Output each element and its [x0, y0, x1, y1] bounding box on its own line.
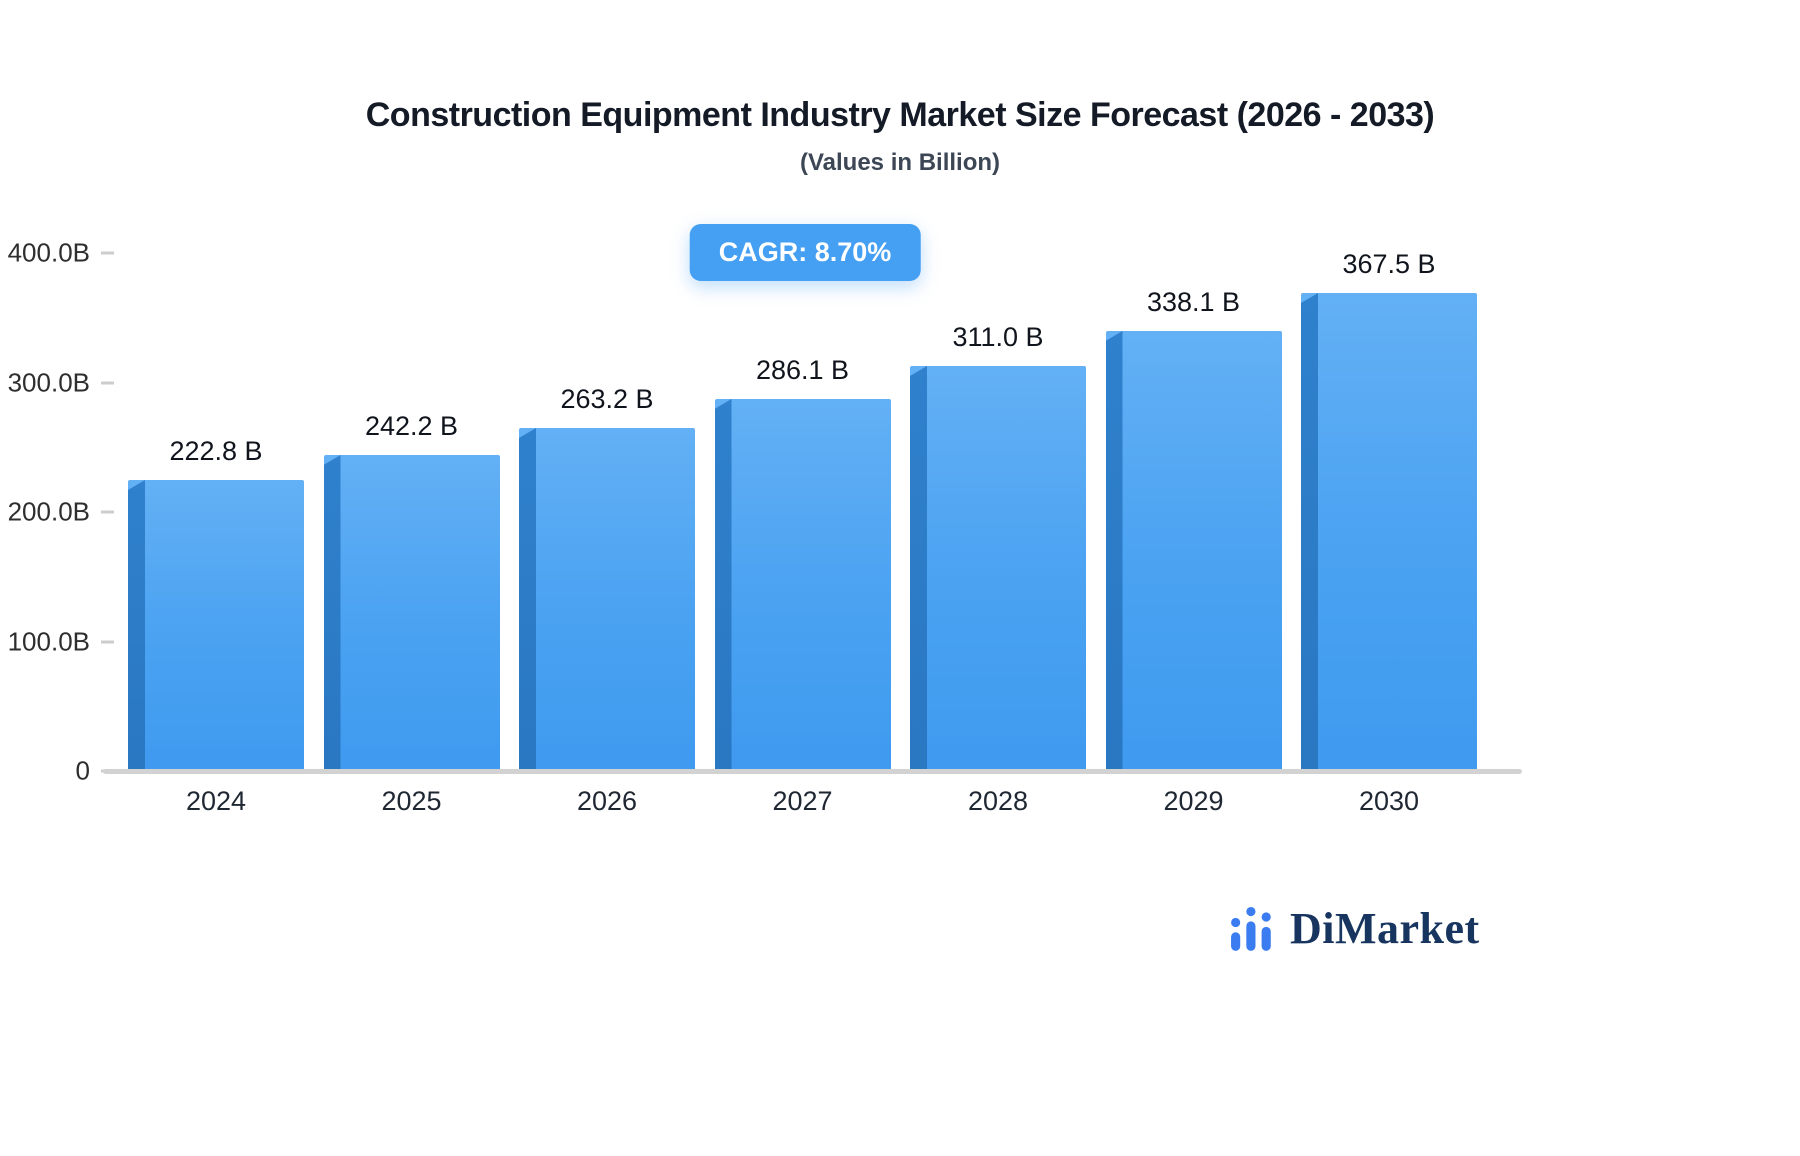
bar-side-face [1301, 293, 1318, 769]
bar-2029[interactable] [1105, 331, 1282, 769]
x-axis-label-2030: 2030 [1358, 786, 1420, 816]
x-axis-label-2029: 2029 [1163, 786, 1224, 816]
bar-value-label: 263.2 B [560, 384, 654, 414]
x-axis-labels: 2024 2025 2026 2027 2028 2029 2030 [128, 786, 1477, 817]
bar-group-2025: 242.2 B [323, 411, 500, 769]
bar-group-2029: 338.1 B [1105, 287, 1282, 769]
bar-group-2027: 286.1 B [714, 355, 891, 769]
bar-value-label: 242.2 B [364, 411, 459, 441]
y-axis-label: 100.0B [7, 626, 90, 656]
bar-series: 222.8 B 242.2 B 263.2 B 286.1 B 311.0 B 338.1… [128, 249, 1477, 769]
x-axis-label-2027: 2027 [772, 786, 833, 816]
bar-group-2026: 263.2 B [519, 384, 695, 769]
bar-side-face [910, 366, 927, 769]
bar-2025[interactable] [323, 455, 500, 769]
y-axis-tick [101, 251, 114, 255]
y-axis-tick [101, 381, 114, 384]
bar-value-label: 367.5 B [1342, 249, 1436, 279]
brand-logo: DiMarket [1228, 903, 1480, 954]
bar-side-face [714, 399, 732, 769]
plot-area: 222.8 B 242.2 B 263.2 B 286.1 B 311.0 B 338.1… [103, 249, 1522, 771]
bar-side-face [128, 480, 145, 769]
brand-name: DiMarket [1290, 904, 1480, 953]
bar-value-label: 338.1 B [1146, 287, 1241, 317]
chart-subtitle: (Values in Billion) [799, 149, 1001, 176]
x-axis-label-2028: 2028 [967, 786, 1029, 816]
bar-value-label: 311.0 B [952, 322, 1044, 352]
y-axis-tick [101, 640, 114, 643]
x-axis-line [103, 769, 1522, 774]
bar-2026[interactable] [519, 428, 695, 769]
bar-group-2028: 311.0 B [910, 322, 1086, 769]
cagr-badge: CAGR: 8.70% [689, 224, 921, 281]
bar-value-label: 222.8 B [169, 436, 263, 466]
x-axis-label-2024: 2024 [185, 786, 247, 816]
y-axis-label: 300.0B [7, 367, 90, 397]
bar-side-face [1105, 331, 1123, 769]
bar-2030[interactable] [1301, 293, 1477, 769]
bar-group-2024: 222.8 B [128, 436, 304, 769]
y-axis-tick [101, 510, 114, 514]
y-axis-label: 200.0B [7, 496, 90, 527]
bar-2028[interactable] [910, 366, 1086, 769]
bar-group-2030: 367.5 B [1301, 249, 1477, 769]
bar-2024[interactable] [128, 480, 304, 769]
y-axis: 400.0B 300.0B 200.0B 100.0B 0 [7, 238, 114, 786]
bar-side-face [323, 455, 341, 769]
bar-chart-icon [1228, 905, 1276, 953]
chart-title: Construction Equipment Industry Market S… [365, 96, 1435, 134]
bar-2027[interactable] [714, 399, 891, 769]
y-axis-label: 400.0B [7, 237, 90, 268]
x-axis-label-2026: 2026 [576, 786, 638, 816]
y-axis-label: 0 [75, 755, 90, 786]
bar-side-face [519, 428, 536, 769]
bar-value-label: 286.1 B [755, 355, 850, 385]
x-axis-label-2025: 2025 [381, 786, 442, 816]
